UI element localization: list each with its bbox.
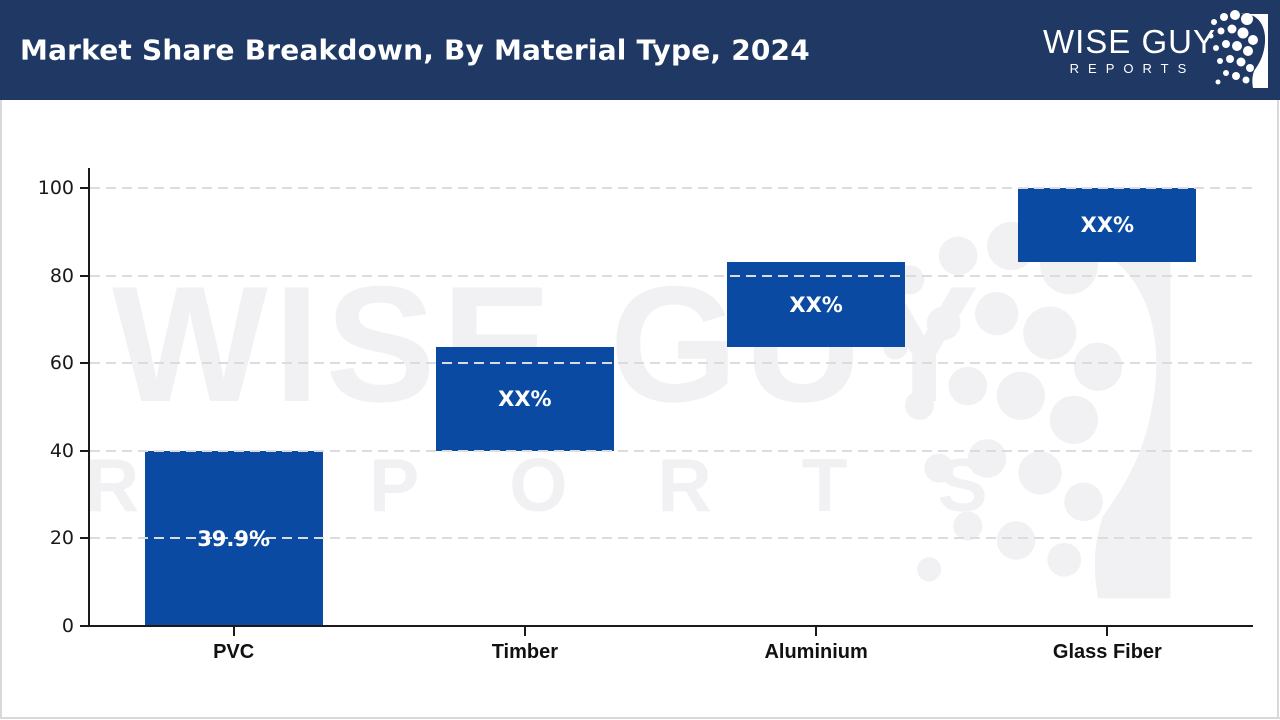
x-tick-label: Aluminium	[764, 641, 868, 663]
y-tick	[80, 449, 88, 452]
bar-value-label: XX%	[498, 387, 552, 412]
x-tick	[232, 627, 235, 636]
gridline-80	[90, 274, 1253, 277]
gridline-40	[90, 449, 1253, 452]
y-tick	[80, 362, 88, 365]
chart-title: Market Share Breakdown, By Material Type…	[20, 33, 810, 67]
bar-timber	[435, 347, 614, 452]
gridline-100	[90, 187, 1253, 189]
y-axis-spine	[88, 168, 90, 627]
page-border-right	[1277, 100, 1279, 718]
wise-guy-logo: WISE GUY REPORTS	[1043, 6, 1268, 94]
page-border-bottom	[0, 717, 1280, 719]
logo-reports-label: REPORTS	[1069, 61, 1196, 77]
page-border-left	[0, 100, 2, 718]
x-tick	[523, 627, 526, 636]
y-tick	[80, 274, 88, 277]
gridline-20	[90, 537, 1253, 540]
x-tick-label: Timber	[491, 641, 559, 663]
x-tick	[1106, 627, 1109, 636]
y-tick-label: 100	[37, 177, 74, 199]
y-tick-label: 60	[49, 352, 74, 375]
x-tick-label: Glass Fiber	[1052, 641, 1162, 663]
y-tick-label: 20	[49, 527, 74, 550]
y-tick	[80, 187, 88, 189]
y-tick-label: 80	[49, 264, 74, 287]
x-axis-spine	[88, 625, 1253, 627]
bar-value-label: XX%	[1080, 212, 1135, 237]
y-tick-label: 40	[49, 439, 74, 462]
gridline-60	[90, 362, 1253, 365]
logo-wordmark: WISE GUY	[1042, 22, 1216, 60]
y-tick	[80, 537, 88, 540]
head-profile-icon	[1208, 10, 1268, 89]
y-tick-label: 0	[61, 615, 74, 637]
x-tick-label: PVC	[213, 641, 255, 663]
y-tick	[80, 625, 88, 627]
bar-value-label: 39.9%	[197, 526, 271, 551]
x-tick	[815, 627, 818, 636]
logo-text: WISE GUY REPORTS	[1042, 22, 1216, 77]
bar-value-label: XX%	[789, 292, 843, 317]
header-bar: Market Share Breakdown, By Material Type…	[0, 0, 1280, 100]
